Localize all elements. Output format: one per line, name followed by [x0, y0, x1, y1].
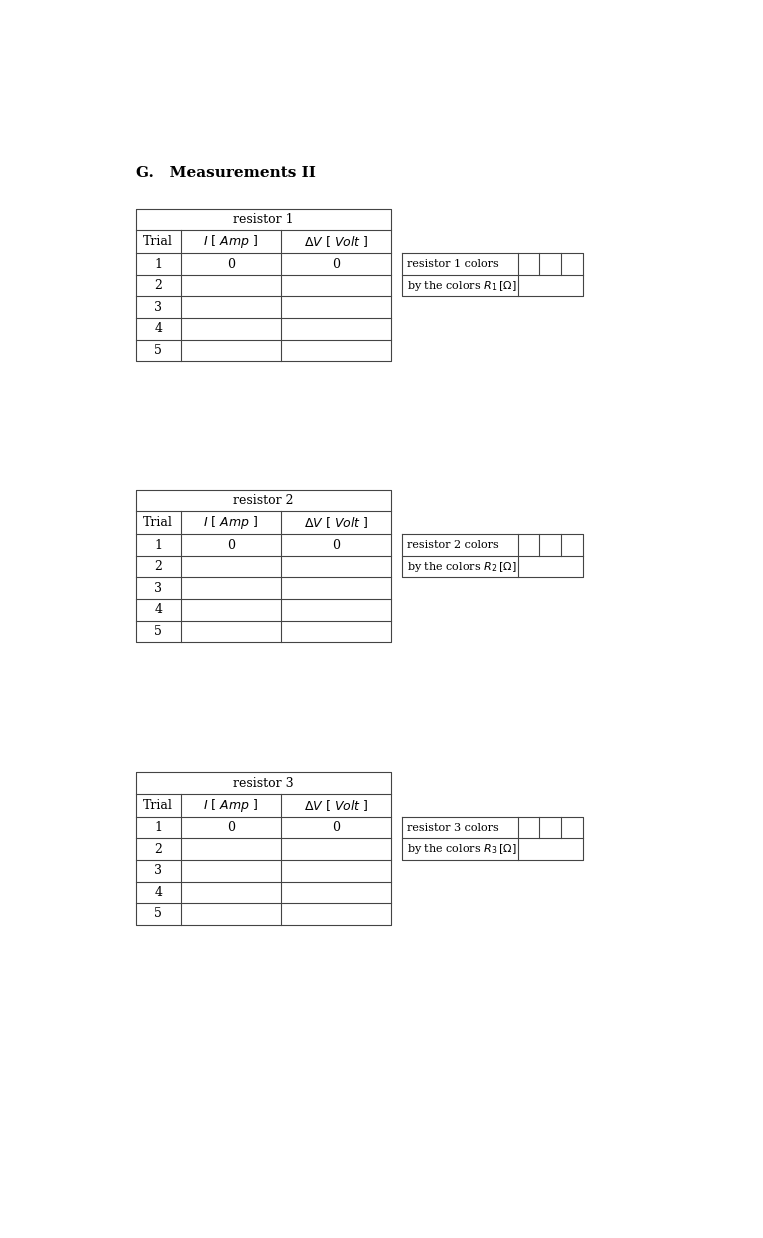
Text: resistor 3: resistor 3: [233, 776, 294, 790]
Text: 3: 3: [154, 582, 163, 594]
Text: by the colors $R_1\,[\Omega]$: by the colors $R_1\,[\Omega]$: [407, 279, 517, 292]
Text: Trial: Trial: [143, 235, 173, 249]
Text: 4: 4: [154, 322, 163, 335]
Text: by the colors $R_2\,[\Omega]$: by the colors $R_2\,[\Omega]$: [407, 560, 517, 573]
Text: Trial: Trial: [143, 799, 173, 812]
Text: 2: 2: [154, 843, 162, 855]
Text: 2: 2: [154, 279, 162, 292]
Text: resistor 2 colors: resistor 2 colors: [407, 540, 499, 550]
Text: resistor 3 colors: resistor 3 colors: [407, 823, 499, 833]
Text: $\Delta V\ [\ Volt\ ]$: $\Delta V\ [\ Volt\ ]$: [304, 515, 369, 530]
Text: $I\ [\ Amp\ ]$: $I\ [\ Amp\ ]$: [204, 233, 259, 250]
Text: Trial: Trial: [143, 516, 173, 530]
Text: $\Delta V\ [\ Volt\ ]$: $\Delta V\ [\ Volt\ ]$: [304, 234, 369, 249]
Text: 5: 5: [154, 344, 162, 357]
Text: 5: 5: [154, 907, 162, 920]
Text: 1: 1: [154, 539, 163, 552]
Text: 1: 1: [154, 821, 163, 834]
Text: 5: 5: [154, 625, 162, 638]
Text: 0: 0: [227, 258, 235, 271]
Text: 2: 2: [154, 560, 162, 573]
Text: by the colors $R_3\,[\Omega]$: by the colors $R_3\,[\Omega]$: [407, 842, 517, 857]
Text: 0: 0: [333, 258, 340, 271]
Text: $I\ [\ Amp\ ]$: $I\ [\ Amp\ ]$: [204, 797, 259, 813]
Text: 0: 0: [227, 539, 235, 552]
Text: resistor 2: resistor 2: [233, 494, 294, 506]
Text: resistor 1: resistor 1: [233, 213, 294, 225]
Text: 3: 3: [154, 301, 163, 313]
Text: 0: 0: [227, 821, 235, 834]
Text: 0: 0: [333, 821, 340, 834]
Text: 1: 1: [154, 258, 163, 271]
Text: 4: 4: [154, 603, 163, 617]
Text: resistor 1 colors: resistor 1 colors: [407, 259, 499, 269]
Text: 0: 0: [333, 539, 340, 552]
Text: G.   Measurements II: G. Measurements II: [136, 166, 316, 181]
Text: $I\ [\ Amp\ ]$: $I\ [\ Amp\ ]$: [204, 514, 259, 531]
Text: $\Delta V\ [\ Volt\ ]$: $\Delta V\ [\ Volt\ ]$: [304, 799, 369, 813]
Text: 4: 4: [154, 886, 163, 899]
Text: 3: 3: [154, 864, 163, 878]
